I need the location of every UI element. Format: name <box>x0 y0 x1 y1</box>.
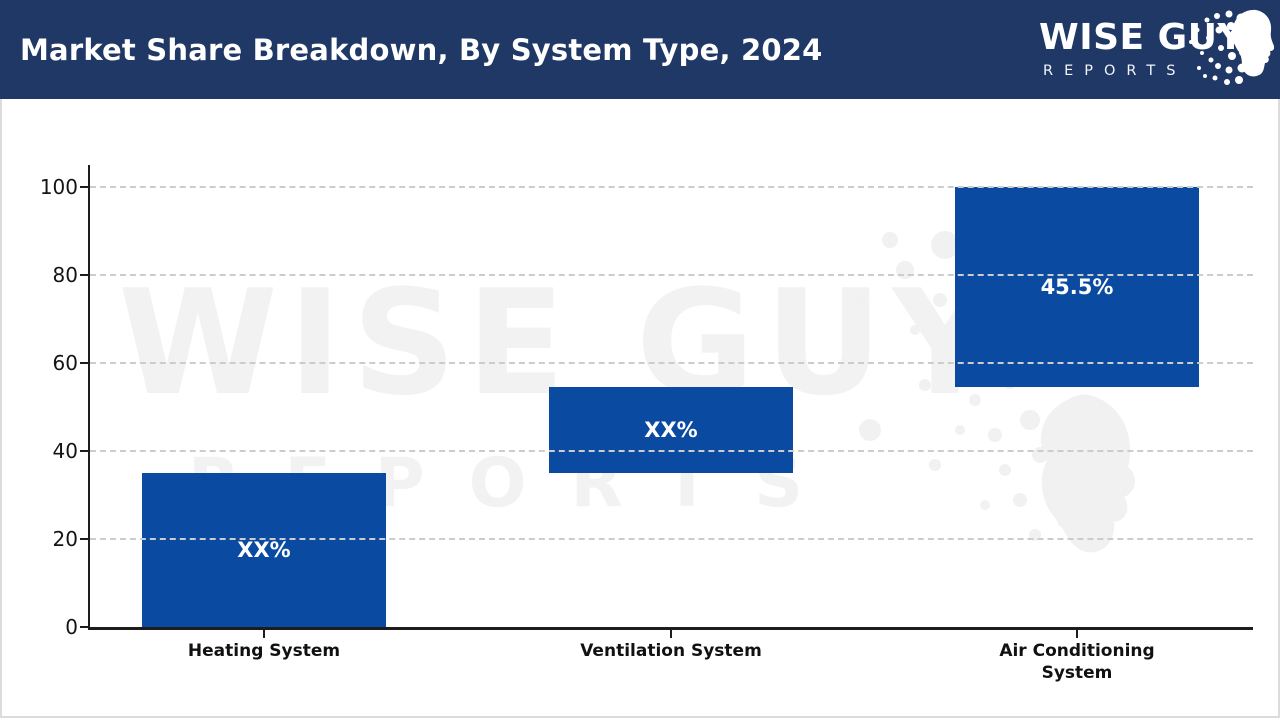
gridline-100 <box>90 186 1253 188</box>
y-tick-mark-80 <box>80 274 88 276</box>
y-tick-mark-100 <box>80 186 88 188</box>
y-axis-line <box>88 165 90 629</box>
bar-value-label-air-conditioning-system: 45.5% <box>1040 275 1114 300</box>
page-title: Market Share Breakdown, By System Type, … <box>20 32 823 67</box>
gridline-20 <box>90 538 1253 540</box>
left-edge-border <box>0 99 2 718</box>
logo-wordmark: WISE GUY <box>1039 17 1244 58</box>
chart-area: WISE GUY REPORTS 0 20 40 60 80 100 XX% Heating … <box>0 99 1280 720</box>
y-tick-label-20: 20 <box>52 527 78 551</box>
x-category-label-ventilation-system: Ventilation System <box>580 641 762 661</box>
bar-value-label-heating-system: XX% <box>237 538 291 562</box>
x-tick-mark-air-conditioning-system <box>1076 630 1078 638</box>
bar-ventilation-system: XX% <box>549 387 793 473</box>
x-category-label-heating-system: Heating System <box>187 641 341 661</box>
logo-face-profile <box>1232 9 1274 77</box>
x-tick-mark-heating-system <box>263 630 265 638</box>
y-tick-label-80: 80 <box>52 263 78 287</box>
gridline-60 <box>90 362 1253 364</box>
bar-air-conditioning-system: 45.5% <box>955 187 1199 388</box>
x-tick-mark-ventilation-system <box>670 630 672 638</box>
bottom-edge-border <box>0 716 1280 718</box>
bar-value-label-ventilation-system: XX% <box>644 418 698 443</box>
header-bar: Market Share Breakdown, By System Type, … <box>0 0 1280 99</box>
wise-guy-logo: WISE GUY REPORTS <box>1039 9 1274 85</box>
y-tick-mark-60 <box>80 362 88 364</box>
x-category-label-air-conditioning-system: Air Conditioning System <box>999 641 1155 684</box>
y-tick-mark-0 <box>80 626 88 628</box>
logo-subtext: REPORTS <box>1043 63 1186 79</box>
y-tick-label-0: 0 <box>65 615 78 639</box>
logo-head-dots <box>1189 10 1249 85</box>
y-tick-mark-20 <box>80 538 88 540</box>
watermark-head-dots-icon <box>854 231 1135 553</box>
bar-heating-system: XX% <box>142 473 386 627</box>
right-edge-border <box>1278 99 1280 718</box>
gridline-40 <box>90 450 1253 452</box>
y-tick-label-40: 40 <box>52 439 78 463</box>
y-tick-mark-40 <box>80 450 88 452</box>
gridline-80 <box>90 274 1253 276</box>
x-axis-line <box>88 627 1253 630</box>
y-tick-label-100: 100 <box>39 175 78 199</box>
y-tick-label-60: 60 <box>52 351 78 375</box>
